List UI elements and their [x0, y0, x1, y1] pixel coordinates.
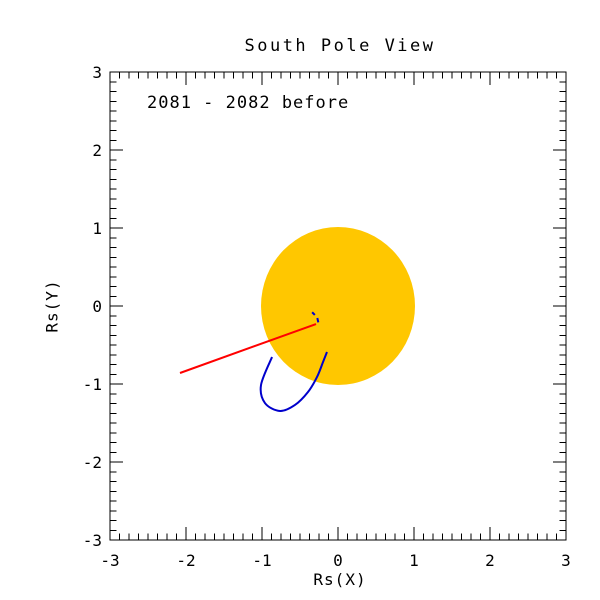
series-orbit-fragment-2: [316, 317, 320, 323]
series-orbit-fragment-1: [311, 311, 316, 316]
x-tick-label: -3: [100, 551, 119, 570]
series-trajectory-red: [179, 323, 317, 374]
y-tick-label: 0: [92, 297, 102, 316]
x-tick-label: -2: [176, 551, 195, 570]
y-tick-label: 3: [92, 63, 102, 82]
x-tick-label: 0: [333, 551, 343, 570]
y-axis-label: Rs(Y): [42, 279, 62, 333]
annotation-text: 2081 - 2082 before: [147, 93, 350, 113]
x-tick-label: 1: [409, 551, 419, 570]
x-tick-label: 2: [485, 551, 495, 570]
y-tick-label: -1: [83, 375, 102, 394]
y-tick-label: -3: [83, 531, 102, 550]
series-orbit-ellipse-blue: [259, 351, 328, 412]
y-tick-label: 2: [92, 141, 102, 160]
sun-disk: [261, 227, 415, 385]
x-axis-label: Rs(X): [313, 570, 367, 589]
x-tick-label: 3: [561, 551, 571, 570]
x-tick-label: -1: [252, 551, 271, 570]
y-tick-label: -2: [83, 453, 102, 472]
plot-title: South Pole View: [244, 36, 436, 56]
y-tick-label: 1: [92, 219, 102, 238]
